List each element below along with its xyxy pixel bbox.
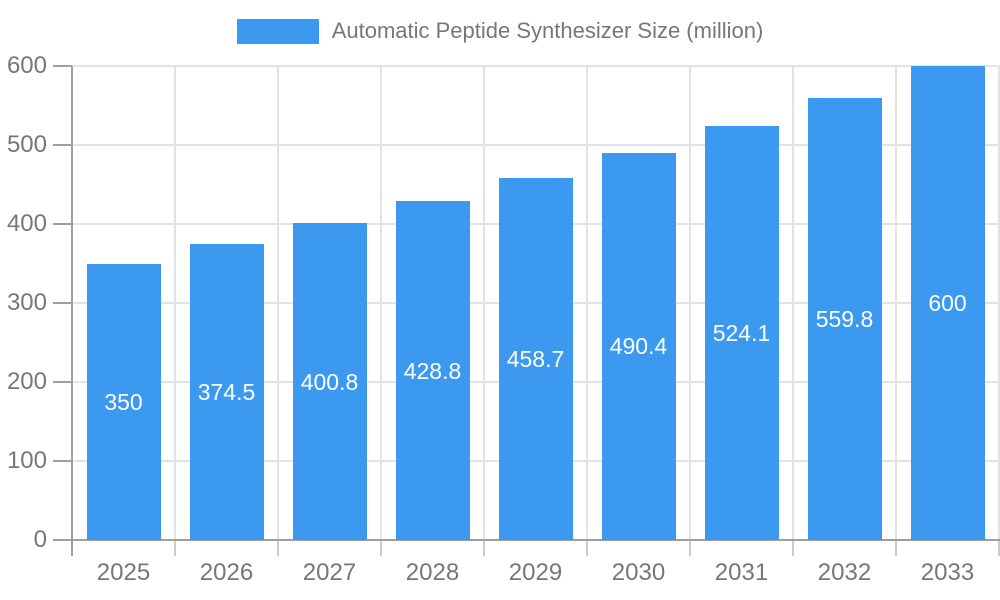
x-axis-tick-label: 2031 [714,559,769,586]
x-axis-tick-label: 2027 [302,559,357,586]
bar-2028[interactable] [395,201,470,540]
bar-2026[interactable] [189,244,264,540]
y-tick [53,460,72,462]
bar-value-label: 428.8 [403,357,462,384]
y-axis-tick-label: 0 [33,526,47,553]
x-tick [895,540,897,556]
bar-2025[interactable] [86,263,161,540]
bar-value-label: 490.4 [609,333,668,360]
legend-item[interactable]: Automatic Peptide Synthesizer Size (mill… [0,16,1000,46]
x-tick [998,540,1000,556]
x-axis-tick-label: 2029 [508,559,563,586]
bar-value-label: 559.8 [815,305,874,332]
y-axis-line [71,66,73,556]
x-axis-tick-label: 2028 [405,559,460,586]
y-tick [53,144,72,146]
x-gridline [174,66,176,540]
y-axis-tick-label: 300 [6,289,47,316]
y-tick [53,223,72,225]
x-tick [380,540,382,556]
x-gridline [483,66,485,540]
x-tick [277,540,279,556]
x-axis-tick-label: 2033 [920,559,975,586]
bar-value-label: 400.8 [300,368,359,395]
x-tick [483,540,485,556]
y-tick [53,65,72,67]
y-tick [53,302,72,304]
x-gridline [586,66,588,540]
x-gridline [689,66,691,540]
x-tick [792,540,794,556]
y-axis-tick-label: 600 [6,52,47,79]
x-gridline [895,66,897,540]
legend-label: Automatic Peptide Synthesizer Size (mill… [331,18,764,43]
y-axis-tick-label: 200 [6,368,47,395]
bar-2031[interactable] [704,125,779,540]
y-axis-tick-label: 500 [6,131,47,158]
bar-2030[interactable] [601,152,676,540]
bar-value-label: 600 [928,290,967,316]
bar-2029[interactable] [498,177,573,540]
x-axis-tick-label: 2025 [96,559,151,586]
x-tick [586,540,588,556]
x-tick [174,540,176,556]
x-gridline [998,66,1000,540]
y-axis-tick-label: 400 [6,210,47,237]
x-gridline [277,66,279,540]
bar-value-label: 350 [104,388,143,415]
y-axis-tick-label: 100 [6,447,47,474]
x-axis-line [53,539,1000,541]
bar-value-label: 524.1 [712,319,771,346]
y-gridline [72,144,999,146]
x-gridline [380,66,382,540]
bar-2032[interactable] [807,97,882,540]
x-axis-tick-label: 2030 [611,559,666,586]
x-tick [689,540,691,556]
bar-value-label: 374.5 [197,379,256,406]
y-gridline [72,65,999,67]
x-axis-tick-label: 2026 [199,559,254,586]
bar-value-label: 458.7 [506,345,565,372]
bar-2027[interactable] [292,223,367,540]
legend-swatch [236,18,319,44]
y-tick [53,381,72,383]
x-gridline [792,66,794,540]
x-axis-tick-label: 2032 [817,559,872,586]
bar-2033[interactable] [910,66,985,540]
